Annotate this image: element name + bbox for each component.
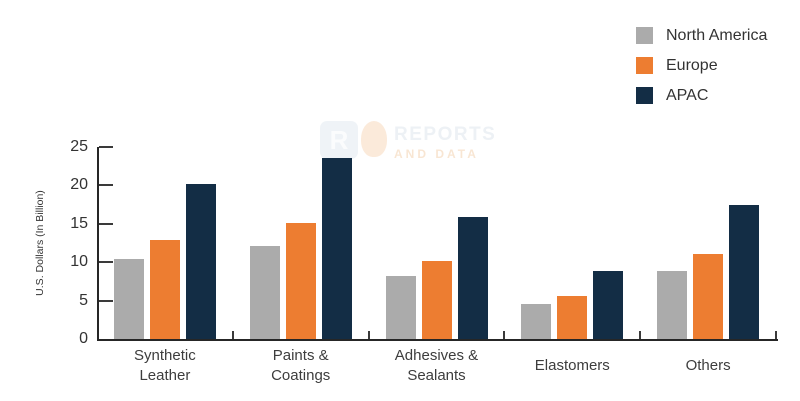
- legend: North America Europe APAC: [636, 27, 767, 117]
- watermark-logo-icon: R: [320, 121, 358, 159]
- bar-apac: [593, 271, 624, 339]
- y-tick-mark: [99, 261, 113, 264]
- legend-item-apac: APAC: [636, 87, 767, 104]
- bar-north-america: [385, 276, 416, 339]
- x-category-label: Others: [685, 357, 731, 374]
- x-tick-mark: [639, 331, 642, 339]
- watermark-line1: REPORTS: [394, 124, 497, 145]
- bar-europe: [421, 260, 452, 339]
- y-tick-label: 25: [70, 138, 88, 155]
- y-tick-label: 0: [79, 330, 88, 347]
- bar-north-america: [657, 270, 688, 339]
- watermark: R REPORTS AND DATA: [320, 121, 496, 161]
- y-tick-mark: [99, 299, 113, 302]
- bar-apac: [457, 216, 488, 339]
- y-axis-line: [97, 147, 99, 341]
- bar-europe: [285, 223, 316, 339]
- bar-north-america: [113, 259, 144, 339]
- watermark-logo-accent: [361, 121, 387, 157]
- legend-item-europe: Europe: [636, 57, 767, 74]
- x-axis-line: [97, 339, 778, 341]
- legend-item-north-america: North America: [636, 27, 767, 44]
- y-tick-mark: [99, 146, 113, 148]
- watermark-text: REPORTS AND DATA: [394, 121, 496, 161]
- y-tick-label: 15: [70, 214, 88, 232]
- legend-swatch: [636, 87, 653, 104]
- x-tick-mark: [367, 331, 370, 339]
- y-tick-mark: [99, 222, 113, 225]
- bar-europe: [693, 253, 724, 339]
- y-tick-mark: [99, 184, 113, 187]
- bar-north-america: [521, 304, 552, 339]
- bar-apac: [185, 183, 216, 339]
- bar-apac: [321, 157, 352, 339]
- bar-apac: [729, 205, 760, 339]
- legend-label: Europe: [666, 56, 718, 74]
- legend-label: APAC: [666, 86, 709, 104]
- bar-europe: [149, 239, 180, 339]
- watermark-logo-letter: R: [329, 124, 349, 155]
- legend-swatch: [636, 57, 653, 74]
- x-category-label: Paints & Coatings: [271, 347, 331, 384]
- y-axis-title: U.S. Dollars (In Billion): [34, 190, 46, 296]
- y-tick-label: 20: [70, 176, 88, 194]
- x-tick-mark: [775, 331, 777, 339]
- bar-europe: [557, 295, 588, 339]
- legend-label: North America: [666, 26, 768, 44]
- bar-north-america: [249, 246, 280, 339]
- x-tick-mark: [503, 331, 506, 339]
- y-tick-label: 10: [70, 253, 88, 271]
- x-category-label: Adhesives & Sealants: [394, 347, 479, 384]
- x-tick-mark: [231, 331, 234, 339]
- x-category-label: Synthetic Leather: [134, 347, 196, 384]
- watermark-line2: AND DATA: [394, 147, 479, 161]
- legend-swatch: [636, 27, 653, 44]
- y-tick-label: 5: [79, 291, 88, 309]
- x-category-label: Elastomers: [534, 357, 610, 374]
